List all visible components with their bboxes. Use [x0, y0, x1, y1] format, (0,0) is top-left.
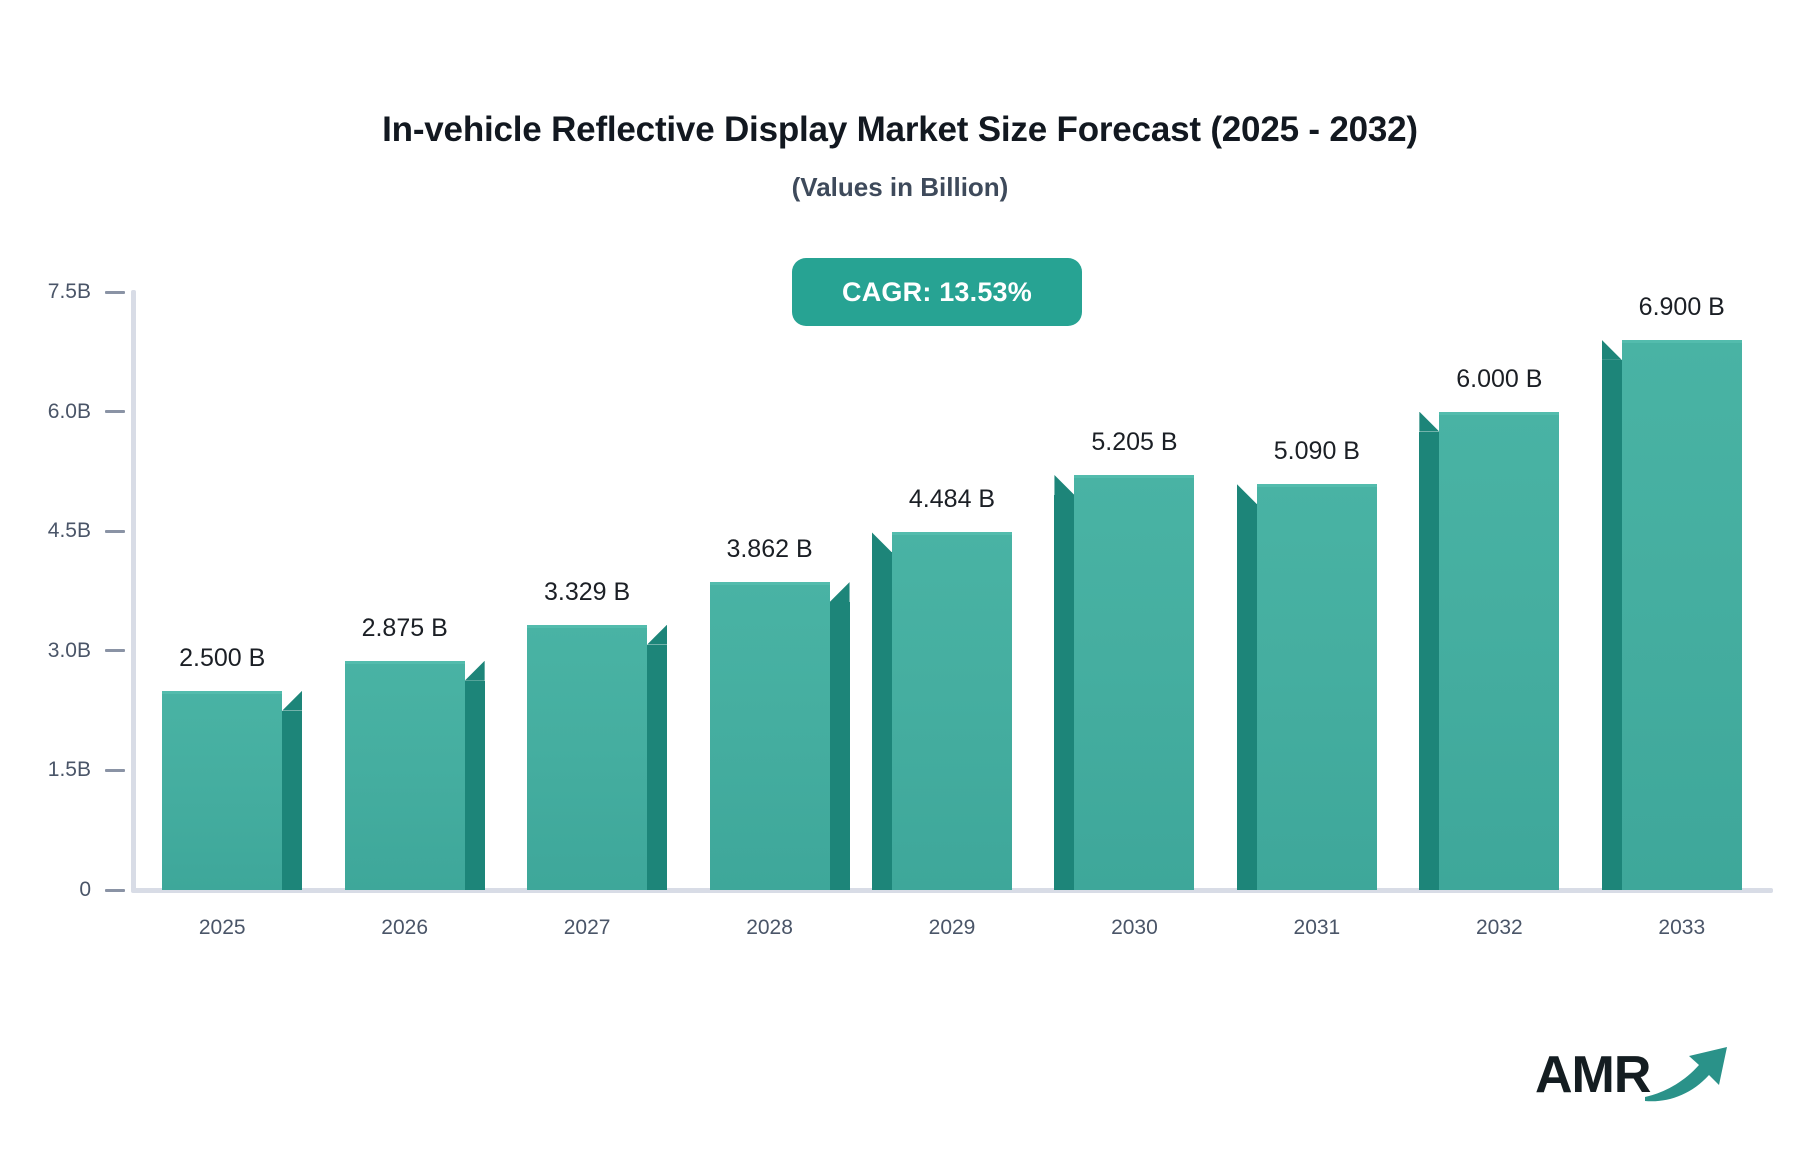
y-axis-tick-label: 7.5B	[47, 280, 91, 303]
x-axis-line	[131, 888, 1773, 893]
x-axis-tick-label: 2030	[1111, 916, 1158, 939]
bar[interactable]	[1236, 484, 1377, 890]
bar-side-face	[1601, 359, 1622, 890]
bar-top-highlight	[1621, 339, 1742, 343]
bar-value-label: 6.000 B	[1456, 364, 1543, 393]
cagr-badge: CAGR: 13.53%	[792, 258, 1082, 326]
bar[interactable]	[1601, 339, 1742, 890]
bar-side-face	[829, 602, 850, 890]
bar-value-label: 3.862 B	[726, 535, 813, 564]
bar-top-face	[829, 582, 850, 603]
y-axis-tick: 7.5B	[0, 280, 125, 303]
bar-top-highlight	[527, 624, 648, 628]
bar-front-face	[892, 532, 1012, 890]
y-axis-tick-label: 3.0B	[47, 638, 91, 662]
y-axis-tick-mark	[105, 529, 125, 533]
y-axis-tick-mark	[105, 768, 125, 772]
y-axis-line	[131, 290, 136, 892]
bar[interactable]	[1054, 475, 1195, 890]
bar[interactable]	[709, 582, 850, 890]
y-axis-tick-mark	[105, 410, 125, 414]
y-axis-tick-mark	[105, 290, 125, 294]
x-axis-tick-label: 2025	[198, 916, 246, 939]
bar-top-face	[464, 660, 485, 681]
bar-value-label: 6.900 B	[1638, 292, 1725, 321]
bar[interactable]	[1419, 411, 1560, 890]
bar-front-face	[162, 690, 283, 890]
bar-front-face	[1621, 339, 1742, 890]
bar-top-highlight	[162, 690, 283, 694]
y-axis-tick-label: 4.5B	[47, 519, 91, 543]
bar-top-face	[872, 532, 892, 553]
growth-arrow-icon	[1645, 1047, 1727, 1102]
y-axis-tick-label: 6.0B	[47, 399, 91, 423]
bar[interactable]	[872, 532, 1012, 890]
bar[interactable]	[344, 660, 485, 890]
y-axis-tick: 4.5B	[0, 519, 125, 543]
bar[interactable]	[162, 690, 303, 890]
bar-side-face	[1236, 504, 1257, 890]
x-axis-tick-label: 2029	[928, 916, 976, 939]
bar[interactable]	[527, 624, 668, 890]
bar-value-label: 2.500 B	[179, 643, 266, 672]
bar-top-face	[282, 690, 303, 711]
bar-top-face	[647, 624, 668, 645]
y-axis-tick: 3.0B	[0, 638, 125, 662]
bar-front-face	[527, 624, 648, 890]
chart-subtitle: (Values in Billion)	[791, 172, 1009, 202]
bar-value-label: 4.484 B	[908, 485, 996, 514]
bar-top-highlight	[1439, 411, 1560, 415]
bar-top-highlight	[892, 532, 1012, 536]
x-axis-tick-label: 2027	[563, 916, 611, 939]
bar-front-face	[1439, 411, 1560, 890]
bar-side-face	[282, 710, 303, 890]
bar-top-face	[1236, 484, 1257, 505]
bar-top-face	[1054, 475, 1075, 495]
bar-front-face	[344, 660, 465, 890]
bar-value-label: 5.205 B	[1091, 427, 1178, 456]
bar-top-face	[1419, 411, 1440, 432]
y-axis-tick-label: 1.5B	[47, 758, 91, 782]
bar-side-face	[872, 552, 892, 890]
y-axis-tick: 6.0B	[0, 399, 125, 423]
x-axis-tick-label: 2028	[746, 916, 793, 939]
y-axis-tick: 0	[0, 878, 125, 901]
bar-value-label: 2.875 B	[361, 613, 448, 642]
y-axis-tick: 1.5B	[0, 758, 125, 782]
x-axis-tick-label: 2033	[1658, 916, 1706, 939]
x-axis-tick-label: 2031	[1293, 916, 1341, 939]
page-title: In-vehicle Reflective Display Market Siz…	[382, 110, 1418, 149]
bar-side-face	[464, 680, 485, 890]
bar-front-face	[709, 582, 830, 890]
bar-top-highlight	[709, 582, 830, 586]
y-axis-tick-label: 0	[79, 878, 91, 901]
amr-logo: AMR	[1535, 1043, 1735, 1113]
bar-top-face	[1601, 339, 1622, 360]
bar-value-label: 3.329 B	[544, 577, 631, 606]
bar-front-face	[1256, 484, 1377, 890]
bar-value-label: 5.090 B	[1273, 437, 1360, 466]
x-axis-tick-label: 2032	[1475, 916, 1523, 939]
bar-top-highlight	[1074, 475, 1195, 478]
bar-top-highlight	[344, 660, 465, 664]
logo-wordmark: AMR	[1535, 1046, 1651, 1104]
bar-top-highlight	[1256, 484, 1377, 488]
x-axis-tick-label: 2026	[381, 916, 429, 939]
bar-side-face	[1419, 431, 1440, 890]
y-axis-tick-mark	[105, 649, 125, 653]
y-axis-tick-mark	[105, 888, 125, 892]
bar-front-face	[1074, 475, 1195, 890]
bar-side-face	[647, 644, 668, 890]
bar-side-face	[1054, 495, 1075, 890]
